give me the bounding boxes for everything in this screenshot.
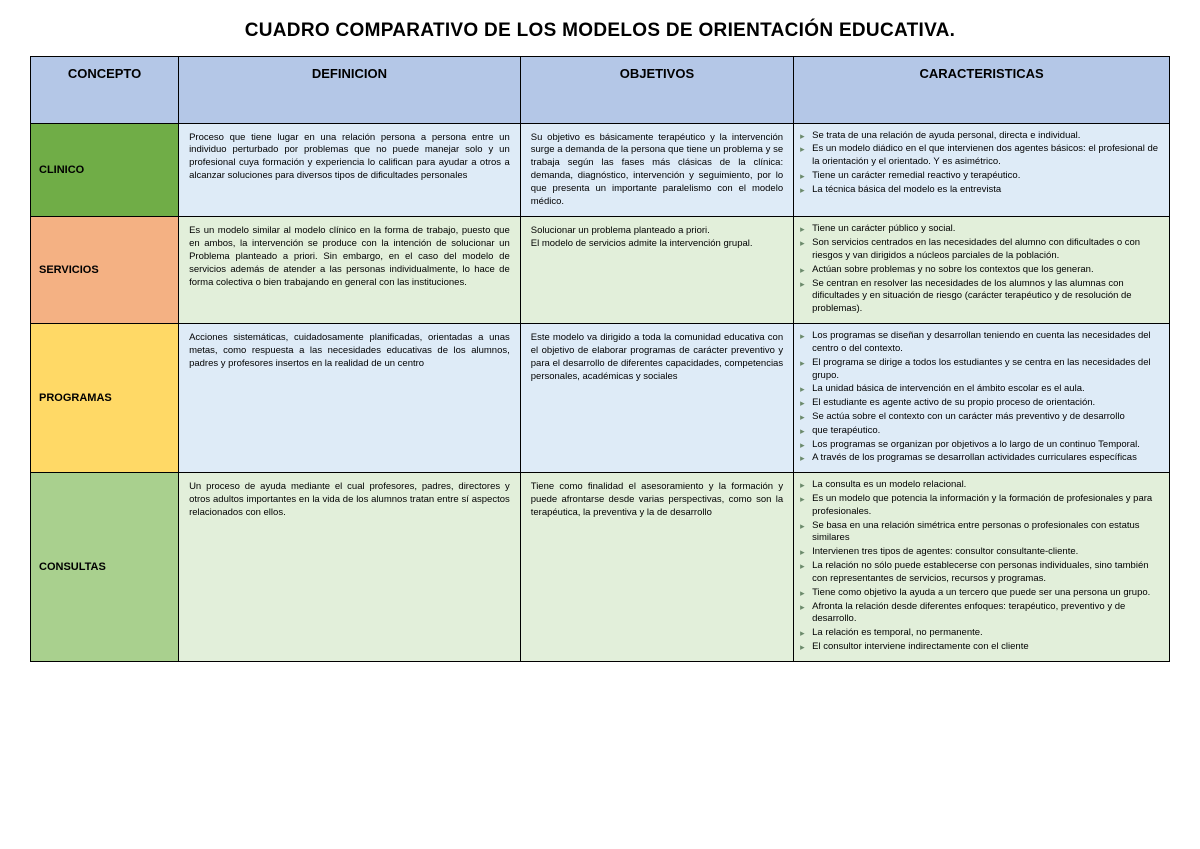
cell-definicion: Acciones sistemáticas, cuidadosamente pl… bbox=[179, 324, 521, 473]
list-item: Tiene un carácter remedial reactivo y te… bbox=[798, 170, 1161, 183]
list-item: Son servicios centrados en las necesidad… bbox=[798, 237, 1161, 263]
list-item: Se basa en una relación simétrica entre … bbox=[798, 520, 1161, 546]
table-row: SERVICIOSEs un modelo similar al modelo … bbox=[31, 217, 1170, 324]
list-item: Se actúa sobre el contexto con un caráct… bbox=[798, 411, 1161, 424]
cell-objetivos: Su objetivo es básicamente terapéutico y… bbox=[520, 123, 793, 217]
cell-definicion: Un proceso de ayuda mediante el cual pro… bbox=[179, 473, 521, 662]
column-header: CONCEPTO bbox=[31, 57, 179, 124]
list-item: Es un modelo diádico en el que intervien… bbox=[798, 143, 1161, 169]
column-header: CARACTERISTICAS bbox=[794, 57, 1170, 124]
cell-caracteristicas: Tiene un carácter público y social.Son s… bbox=[794, 217, 1170, 324]
list-item: Tiene como objetivo la ayuda a un tercer… bbox=[798, 587, 1161, 600]
list-item: La relación no sólo puede establecerse c… bbox=[798, 560, 1161, 586]
list-item: Es un modelo que potencia la información… bbox=[798, 493, 1161, 519]
list-item: Tiene un carácter público y social. bbox=[798, 223, 1161, 236]
list-item: Actúan sobre problemas y no sobre los co… bbox=[798, 264, 1161, 277]
cell-caracteristicas: Se trata de una relación de ayuda person… bbox=[794, 123, 1170, 217]
list-item: Intervienen tres tipos de agentes: consu… bbox=[798, 546, 1161, 559]
table-row: PROGRAMASAcciones sistemáticas, cuidados… bbox=[31, 324, 1170, 473]
list-item: El consultor interviene indirectamente c… bbox=[798, 641, 1161, 654]
cell-objetivos: Tiene como finalidad el asesoramiento y … bbox=[520, 473, 793, 662]
column-header: DEFINICION bbox=[179, 57, 521, 124]
table-header-row: CONCEPTODEFINICIONOBJETIVOSCARACTERISTIC… bbox=[31, 57, 1170, 124]
list-item: Afronta la relación desde diferentes enf… bbox=[798, 601, 1161, 627]
list-item: El estudiante es agente activo de su pro… bbox=[798, 397, 1161, 410]
row-label-consultas: CONSULTAS bbox=[31, 473, 179, 662]
column-header: OBJETIVOS bbox=[520, 57, 793, 124]
cell-objetivos: Solucionar un problema planteado a prior… bbox=[520, 217, 793, 324]
list-item: La consulta es un modelo relacional. bbox=[798, 479, 1161, 492]
list-item: Los programas se diseñan y desarrollan t… bbox=[798, 330, 1161, 356]
list-item: La unidad básica de intervención en el á… bbox=[798, 383, 1161, 396]
cell-caracteristicas: Los programas se diseñan y desarrollan t… bbox=[794, 324, 1170, 473]
list-item: Se centran en resolver las necesidades d… bbox=[798, 278, 1161, 316]
page-title: CUADRO COMPARATIVO DE LOS MODELOS DE ORI… bbox=[30, 20, 1170, 42]
list-item: A través de los programas se desarrollan… bbox=[798, 452, 1161, 465]
cell-definicion: Es un modelo similar al modelo clínico e… bbox=[179, 217, 521, 324]
list-item: Se trata de una relación de ayuda person… bbox=[798, 130, 1161, 143]
comparison-table: CONCEPTODEFINICIONOBJETIVOSCARACTERISTIC… bbox=[30, 56, 1170, 662]
cell-caracteristicas: La consulta es un modelo relacional.Es u… bbox=[794, 473, 1170, 662]
table-row: CLINICOProceso que tiene lugar en una re… bbox=[31, 123, 1170, 217]
row-label-servicios: SERVICIOS bbox=[31, 217, 179, 324]
list-item: Los programas se organizan por objetivos… bbox=[798, 439, 1161, 452]
row-label-programas: PROGRAMAS bbox=[31, 324, 179, 473]
list-item: que terapéutico. bbox=[798, 425, 1161, 438]
list-item: El programa se dirige a todos los estudi… bbox=[798, 357, 1161, 383]
row-label-clinico: CLINICO bbox=[31, 123, 179, 217]
table-row: CONSULTASUn proceso de ayuda mediante el… bbox=[31, 473, 1170, 662]
list-item: La técnica básica del modelo es la entre… bbox=[798, 184, 1161, 197]
cell-definicion: Proceso que tiene lugar en una relación … bbox=[179, 123, 521, 217]
list-item: La relación es temporal, no permanente. bbox=[798, 627, 1161, 640]
cell-objetivos: Este modelo va dirigido a toda la comuni… bbox=[520, 324, 793, 473]
